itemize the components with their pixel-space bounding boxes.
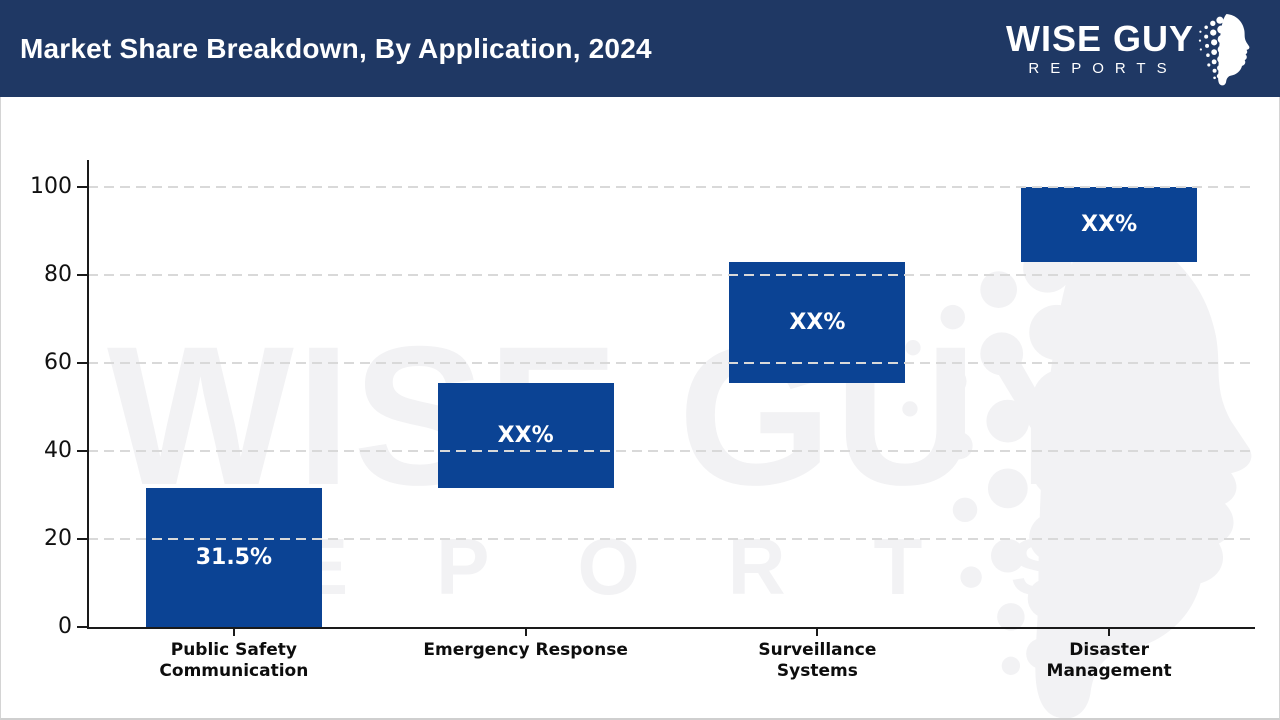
logo-text: WISE GUY REPORTS	[1005, 18, 1194, 77]
y-tickmark-0	[77, 626, 88, 628]
category-label-4: Disaster Management	[979, 640, 1239, 682]
y-tickmark-20	[77, 537, 88, 540]
bar-4: XX%	[1021, 186, 1198, 262]
plot: 31.5% XX% XX% XX% 0 20 40 60 80 100 Public Safety C…	[1, 97, 1279, 718]
y-tick-label-20: 20	[44, 525, 72, 551]
x-axis	[87, 627, 1255, 629]
gridline-100	[88, 185, 1255, 188]
category-label-line: Systems	[776, 661, 858, 681]
bar-value-label: XX%	[1081, 211, 1138, 237]
y-tickmark-40	[77, 449, 88, 452]
x-tickmark-2	[524, 627, 527, 636]
chart-area: WISE GUY REPORTS 31.5% XX% XX% XX% 0 20 40 60 80…	[0, 97, 1280, 720]
gridline-60	[88, 361, 1255, 364]
category-label-line: Disaster	[1069, 640, 1149, 660]
category-label-3: Surveillance Systems	[687, 640, 947, 682]
chart-title: Market Share Breakdown, By Application, …	[20, 32, 652, 64]
y-tickmark-60	[77, 361, 88, 364]
x-tickmark-3	[816, 627, 819, 636]
category-label-line: Public Safety	[170, 640, 297, 660]
bar-1: 31.5%	[145, 488, 322, 627]
wiseguy-logo: WISE GUY REPORTS	[1006, 11, 1254, 87]
logo-wordmark: WISE GUY	[1005, 18, 1194, 59]
y-tickmark-80	[77, 273, 88, 276]
y-tick-label-40: 40	[44, 437, 72, 463]
category-label-line: Surveillance	[758, 640, 877, 660]
header-bar: Market Share Breakdown, By Application, …	[0, 0, 1280, 97]
gridline-40	[88, 449, 1255, 452]
category-label-line: Communication	[159, 661, 309, 681]
y-tickmark-100	[77, 185, 88, 188]
bar-3: XX%	[729, 261, 906, 383]
x-tickmark-1	[232, 627, 235, 636]
logo-head-icon	[1192, 11, 1254, 87]
bar-value-label: XX%	[789, 309, 846, 335]
gridline-80	[88, 273, 1255, 276]
gridline-20	[88, 537, 1255, 540]
category-label-1: Public Safety Communication	[104, 640, 364, 682]
bar-value-label: XX%	[497, 423, 554, 449]
category-label-2: Emergency Response	[396, 640, 656, 661]
y-tick-label-0: 0	[58, 614, 72, 639]
y-tick-label-100: 100	[30, 173, 72, 199]
category-label-line: Emergency Response	[423, 640, 628, 660]
y-tick-label-80: 80	[44, 261, 72, 287]
bar-2: XX%	[437, 382, 614, 489]
logo-subtext: REPORTS	[1028, 60, 1178, 77]
y-axis	[87, 160, 89, 629]
y-tick-label-60: 60	[44, 349, 72, 375]
category-label-line: Management	[1046, 661, 1172, 681]
bar-value-label: 31.5%	[195, 545, 273, 571]
